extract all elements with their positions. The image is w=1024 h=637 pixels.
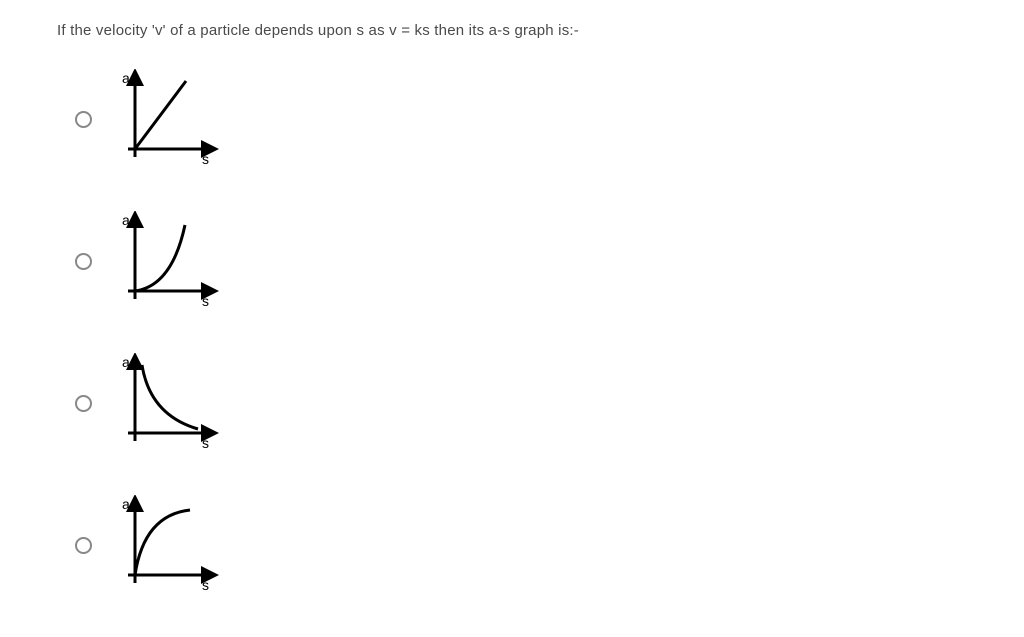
y-axis-label: a [122, 212, 130, 228]
graph-decay-curve: a s [120, 353, 220, 453]
radio-b[interactable] [75, 253, 92, 270]
options-container: a s a [57, 69, 1024, 595]
y-axis-label: a [122, 354, 130, 370]
y-axis-label: a [122, 70, 130, 86]
graph-parabola-up: a s [120, 211, 220, 311]
radio-c[interactable] [75, 395, 92, 412]
graph-line-through-origin: a s [120, 69, 220, 169]
x-axis-label: s [202, 151, 209, 167]
x-axis-label: s [202, 435, 209, 451]
radio-d[interactable] [75, 537, 92, 554]
option-b[interactable]: a s [75, 211, 1024, 311]
option-c[interactable]: a s [75, 353, 1024, 453]
question-text: If the velocity 'v' of a particle depend… [57, 22, 1024, 39]
x-axis-label: s [202, 293, 209, 309]
option-a[interactable]: a s [75, 69, 1024, 169]
x-axis-label: s [202, 577, 209, 593]
y-axis-label: a [122, 496, 130, 512]
radio-a[interactable] [75, 111, 92, 128]
graph-sqrt-curve: a s [120, 495, 220, 595]
option-d[interactable]: a s [75, 495, 1024, 595]
